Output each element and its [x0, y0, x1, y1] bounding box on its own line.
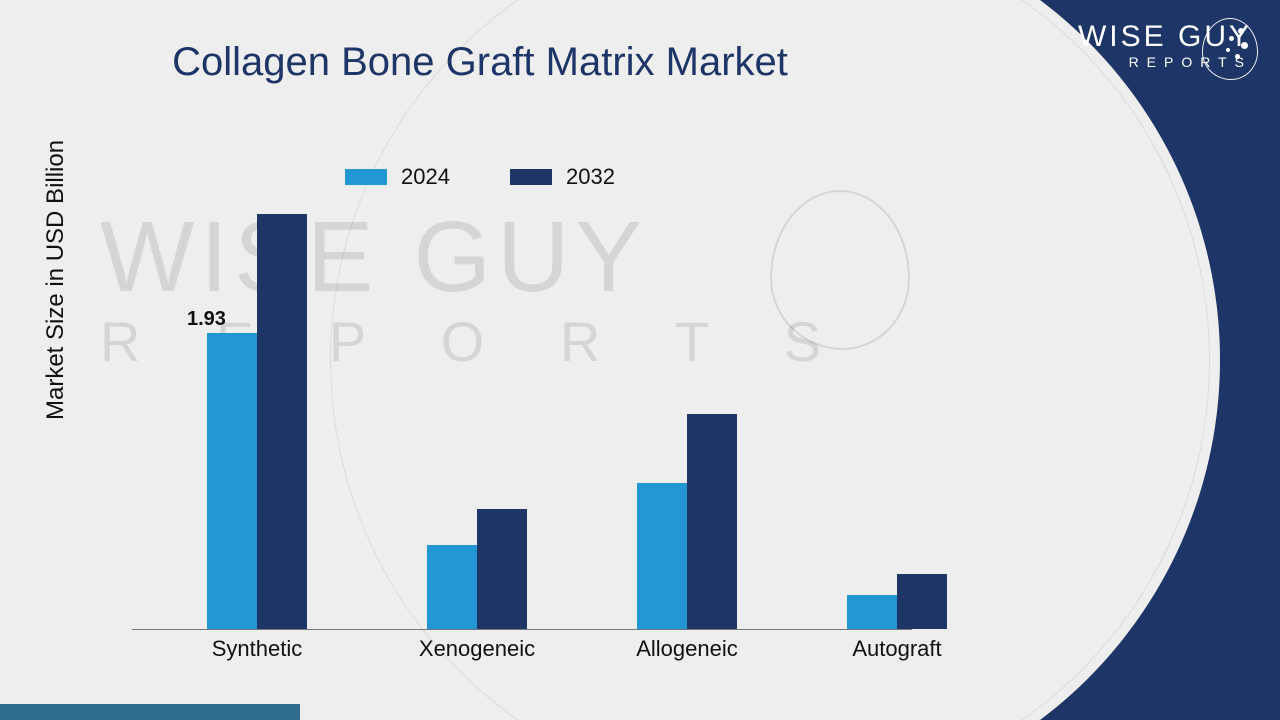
bar	[427, 545, 477, 629]
x-axis-label: Xenogeneic	[377, 636, 577, 662]
bar	[897, 574, 947, 629]
footer-accent-bar	[0, 704, 300, 720]
legend-label-2024: 2024	[401, 164, 450, 190]
bar	[477, 509, 527, 629]
y-axis-label: Market Size in USD Billion	[42, 140, 70, 420]
bar-value-label: 1.93	[187, 308, 226, 331]
x-axis-label: Autograft	[797, 636, 997, 662]
logo-head-icon	[1202, 18, 1258, 80]
brand-logo: WISE GUY REPORTS	[1078, 22, 1252, 70]
legend-item-2032: 2032	[510, 164, 615, 190]
legend-swatch-2024	[345, 169, 387, 185]
bar	[637, 483, 687, 629]
legend-item-2024: 2024	[345, 164, 450, 190]
bar	[207, 333, 257, 629]
x-axis-line	[132, 629, 912, 630]
plot-area	[132, 200, 912, 630]
legend-label-2032: 2032	[566, 164, 615, 190]
x-axis-label: Allogeneic	[587, 636, 787, 662]
legend-swatch-2032	[510, 169, 552, 185]
bar	[847, 595, 897, 629]
right-panel	[965, 0, 1280, 720]
bar	[257, 214, 307, 629]
chart-area: SyntheticXenogeneicAllogeneicAutograft1.…	[92, 200, 912, 670]
bar	[687, 414, 737, 629]
page-title: Collagen Bone Graft Matrix Market	[0, 40, 960, 85]
x-axis-label: Synthetic	[157, 636, 357, 662]
legend: 2024 2032	[0, 164, 960, 190]
